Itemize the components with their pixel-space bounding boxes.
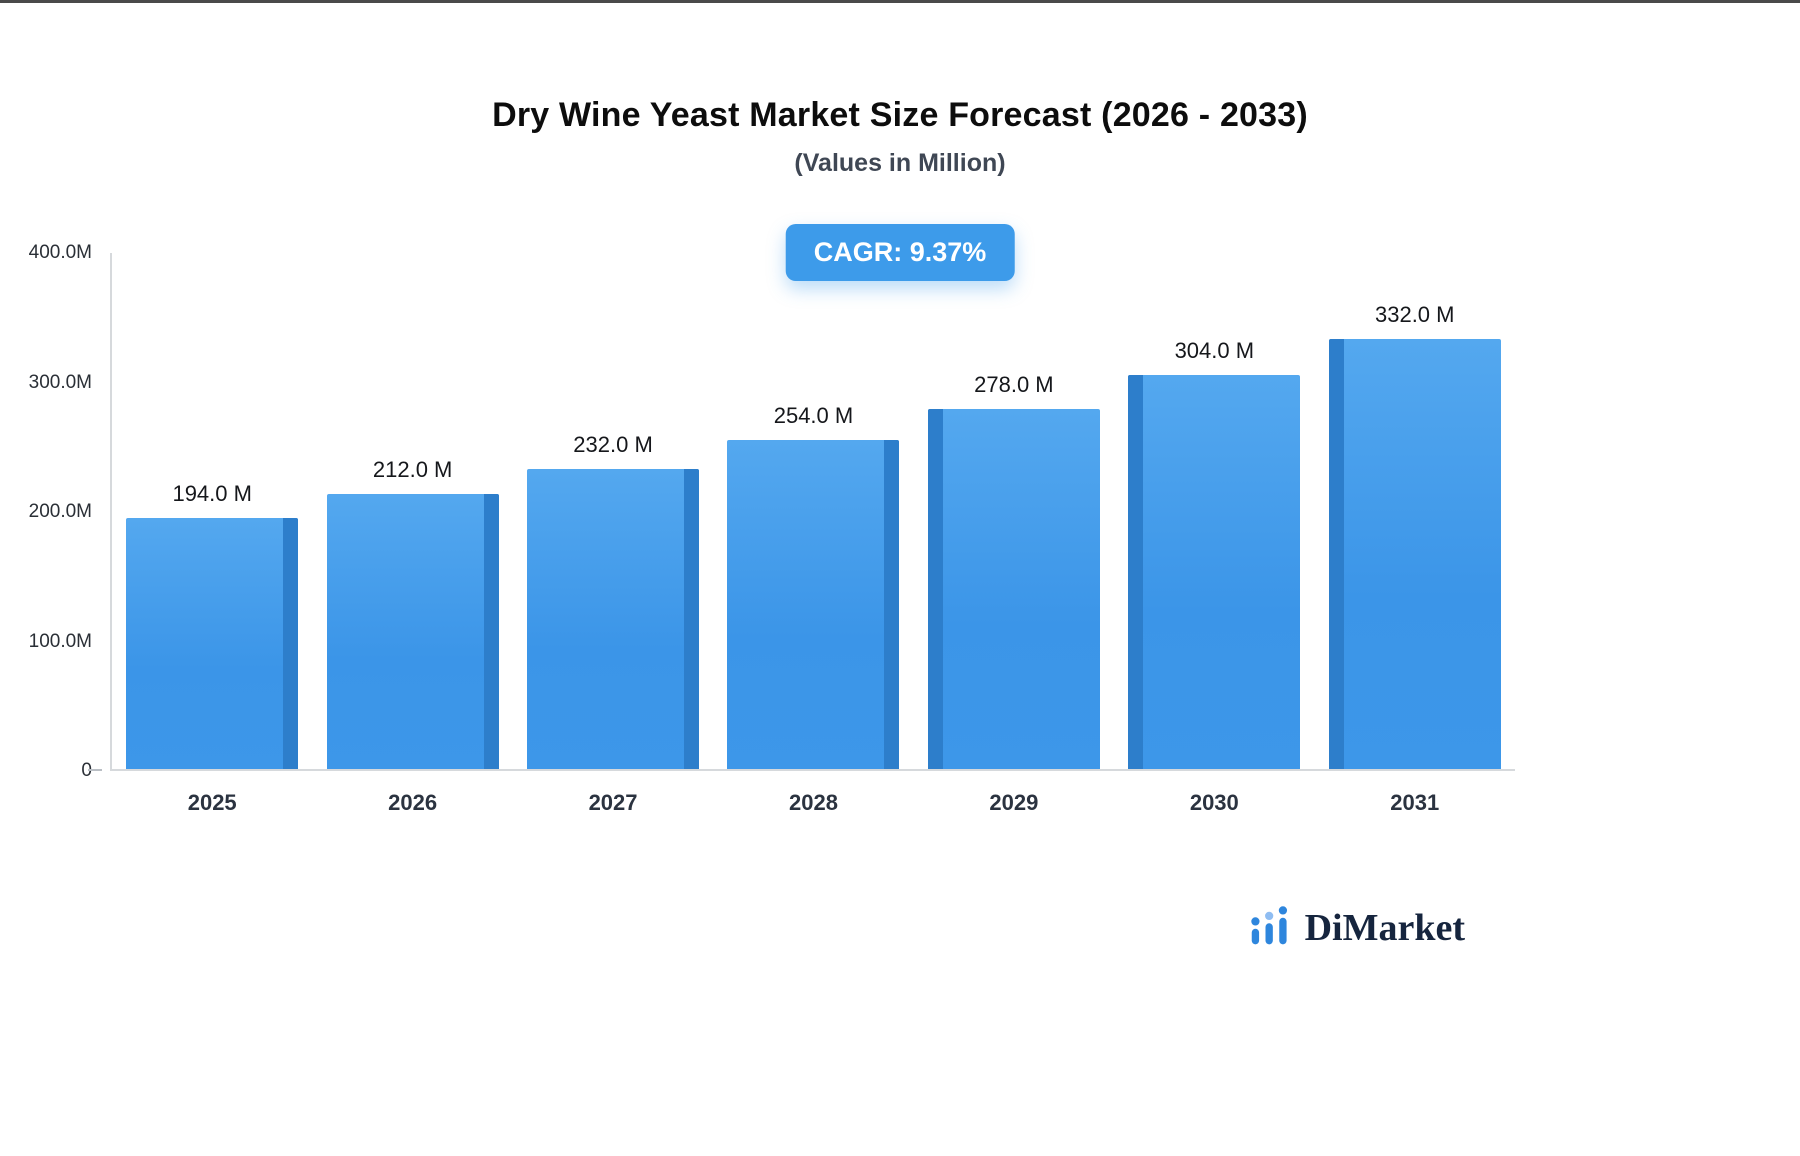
bar [1128,375,1301,769]
top-window-edge [0,0,1800,3]
x-axis-label: 2027 [588,790,638,815]
bar-value-label: 254.0 M [773,403,854,428]
bar-group-2026: 212.0 M 2026 [326,253,499,815]
bar-group-2031: 332.0 M 2031 [1328,253,1501,815]
bar-value-label: 194.0 M [172,481,252,506]
bar-group-2027: 232.0 M 2027 [527,253,700,815]
chart-subtitle: (Values in Million) [794,149,1006,177]
x-axis-label: 2028 [788,790,838,815]
y-axis-labels: 400.0M 300.0M 200.0M 100.0M 0 [0,242,98,781]
cagr-badge: CAGR: 9.37% [785,224,1015,281]
bar [727,440,900,769]
y-tick-label: 300.0M [28,371,92,393]
y-tick-label: 400.0M [28,242,92,263]
bars-container: 194.0 M 2025 212.0 M 2026 232.0 M 2027 254.0 M… [112,253,1515,815]
x-axis-label: 2025 [187,790,237,815]
bar-group-2028: 254.0 M 2028 [727,253,900,815]
bar-group-2029: 278.0 M 2029 [927,253,1100,815]
y-tick-label: 200.0M [28,501,92,522]
plot-area: 194.0 M 2025 212.0 M 2026 232.0 M 2027 254.0 M… [110,253,1515,815]
x-axis-label: 2031 [1390,790,1440,815]
bar-value-label: 278.0 M [974,372,1054,397]
bar [326,494,499,769]
chart-title: Dry Wine Yeast Market Size Forecast (202… [492,96,1308,134]
bar-chart-logo-icon [1250,906,1287,945]
brand-logo: DiMarket [1249,903,1465,949]
bar [126,518,299,769]
brand-name: DiMarket [1304,907,1465,949]
x-axis-label: 2030 [1189,790,1239,815]
y-tick-label: 0 [81,760,92,781]
y-tick-label: 100.0M [28,630,92,652]
bar-value-label: 212.0 M [372,457,453,482]
bar-group-2025: 194.0 M 2025 [126,253,299,815]
bar [1328,339,1501,769]
x-axis-label: 2026 [388,790,438,815]
x-axis-label: 2029 [989,790,1039,815]
bar-value-label: 304.0 M [1174,338,1255,363]
bar-value-label: 232.0 M [573,432,653,457]
bar-value-label: 332.0 M [1374,302,1455,327]
bar [927,409,1100,769]
bar-group-2030: 304.0 M 2030 [1128,253,1301,815]
bar [527,469,700,769]
y-axis-zero-tick [88,769,102,771]
